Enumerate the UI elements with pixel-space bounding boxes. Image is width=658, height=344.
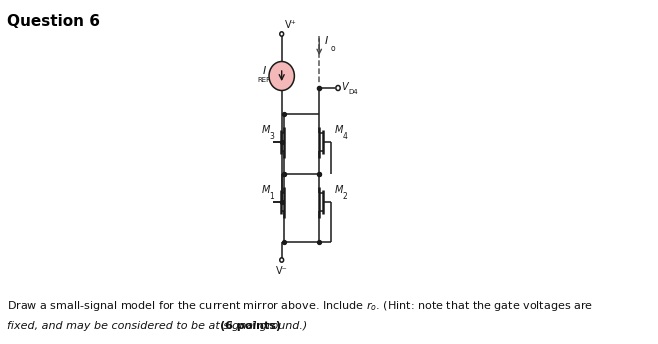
Circle shape [269, 62, 294, 90]
Text: V⁻: V⁻ [276, 266, 288, 276]
Text: M: M [261, 185, 270, 195]
Text: M: M [334, 125, 343, 135]
Text: M: M [261, 125, 270, 135]
Text: V⁺: V⁺ [285, 20, 297, 30]
Text: Question 6: Question 6 [7, 14, 100, 29]
Text: Draw a small-signal model for the current mirror above. Include $r_o$. (Hint: no: Draw a small-signal model for the curren… [7, 299, 593, 313]
Text: 4: 4 [342, 132, 347, 141]
Text: (6 points): (6 points) [220, 321, 282, 331]
Text: 3: 3 [269, 132, 274, 141]
Text: V: V [341, 82, 347, 92]
Text: fixed, and may be considered to be at signal ground.): fixed, and may be considered to be at si… [7, 321, 311, 331]
Text: M: M [334, 185, 343, 195]
Text: o: o [330, 43, 335, 53]
Text: 2: 2 [342, 192, 347, 201]
Text: I: I [324, 36, 328, 46]
Text: REF: REF [258, 77, 270, 83]
Text: I: I [263, 66, 266, 76]
Text: D4: D4 [348, 89, 358, 95]
Text: 1: 1 [269, 192, 274, 201]
